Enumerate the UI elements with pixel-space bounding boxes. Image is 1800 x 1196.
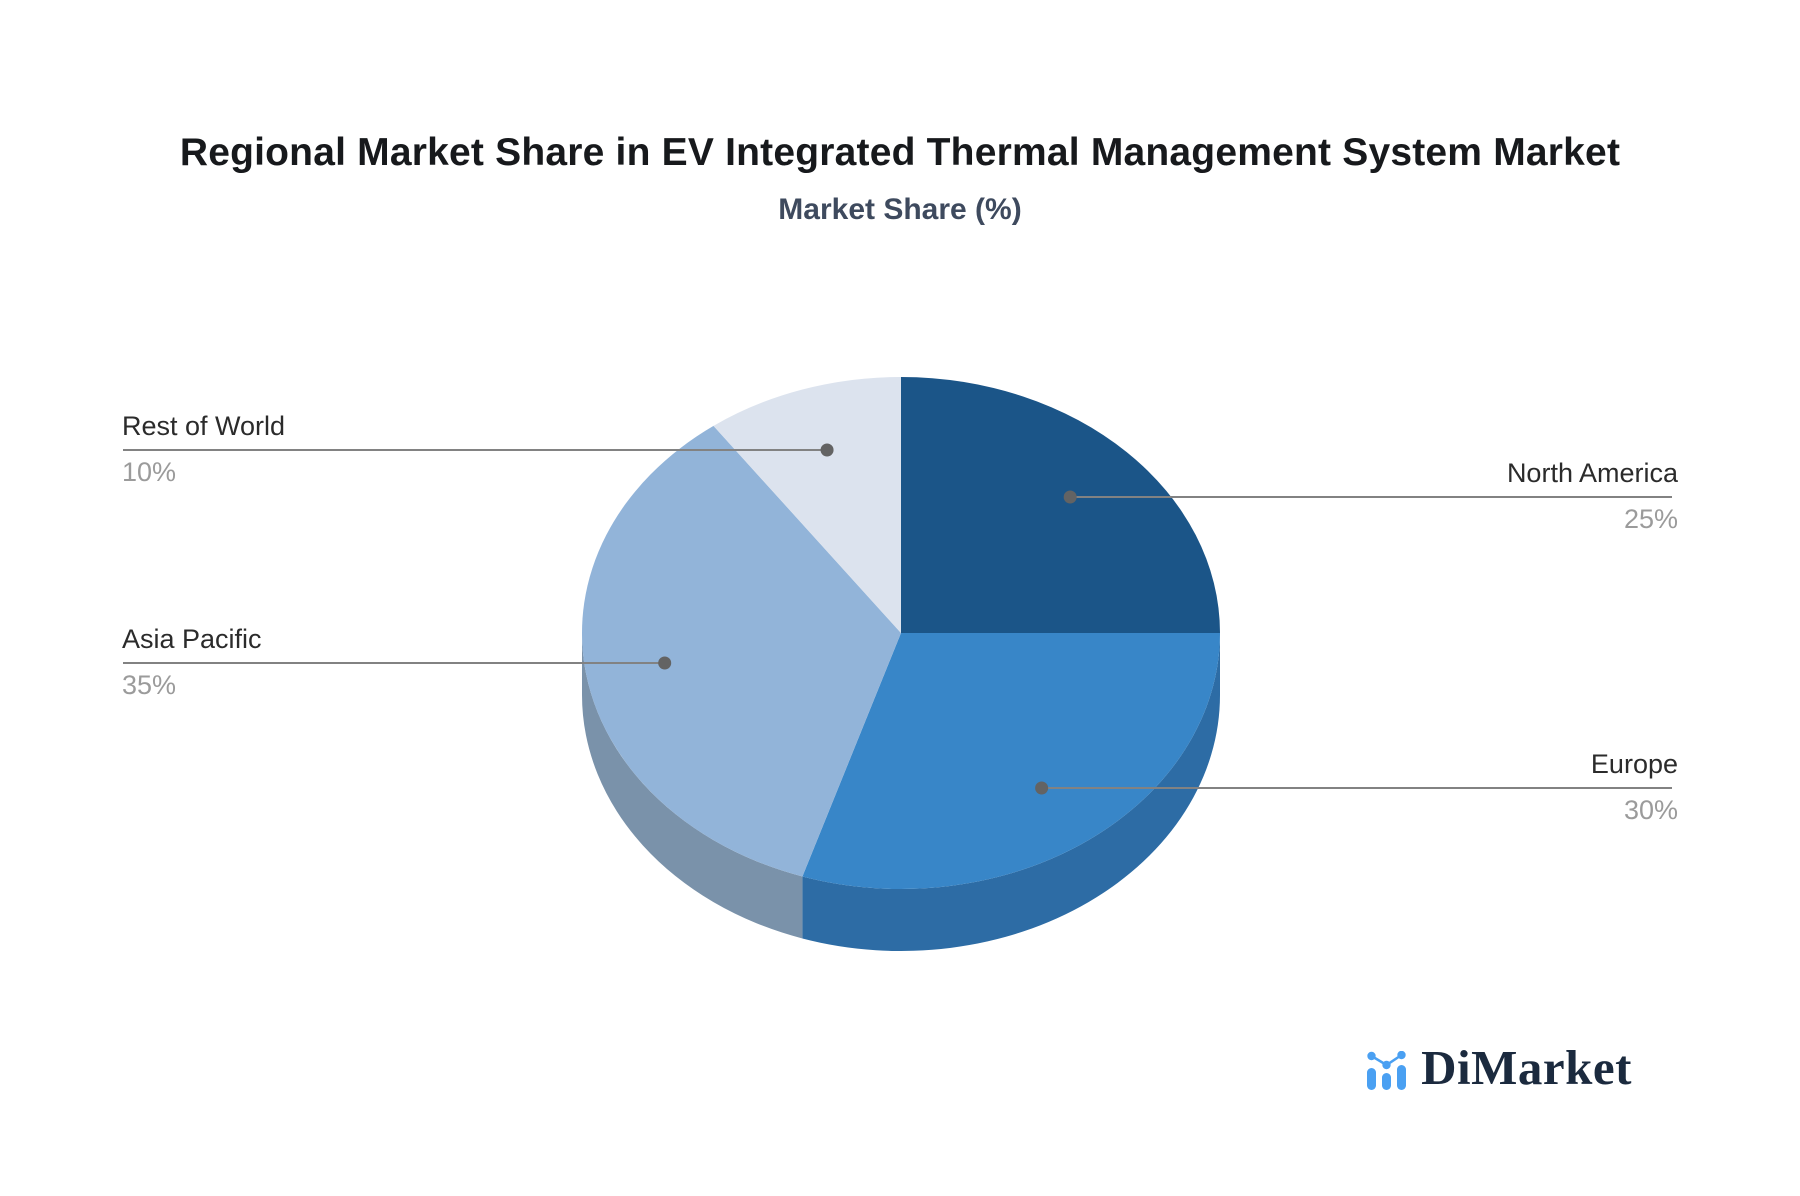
slice-label-name: North America [1506,458,1678,488]
logo-bar [1367,1068,1377,1090]
pie-slice-europe[interactable] [802,633,1220,889]
slice-label-pct: 35% [122,670,177,700]
logo-bar [1382,1073,1392,1090]
slice-label-name: Rest of World [122,411,286,441]
brand-logo: DiMarket [1367,1040,1632,1092]
chart-subtitle: Market Share (%) [778,193,1022,226]
slice-label-europe: Europe 30% [1591,748,1678,826]
bar-line-chart-icon [1367,1051,1407,1090]
slice-label-pct: 25% [1623,504,1678,534]
slice-label-pct: 30% [1623,795,1678,825]
brand-logo-text: DiMarket [1421,1040,1632,1095]
page-title: Regional Market Share in EV Integrated T… [179,131,1621,174]
slice-label-pct: 10% [122,457,177,487]
slice-label-name: Asia Pacific [122,624,262,654]
pie-slice-north-america[interactable] [901,377,1220,633]
pie-slice-side-europe [802,633,1220,951]
logo-bar [1397,1065,1407,1090]
leader-dot-europe [1035,781,1049,795]
logo-dot [1382,1060,1391,1070]
pie-slice-asia-pacific[interactable] [582,425,901,877]
slice-label-rest-of-world: Rest of World 10% [122,410,285,488]
logo-dot [1397,1051,1406,1060]
leader-dot-north-america [1063,490,1077,504]
leader-dot-asia-pacific [658,656,672,670]
slice-label-north-america: North America 25% [1507,457,1678,535]
pie-slice-side-asia-pacific [582,633,803,939]
slice-label-asia-pacific: Asia Pacific 35% [122,623,262,701]
pie-slice-rest-of-world[interactable] [713,377,901,633]
leader-dot-rest-of-world [820,443,834,457]
slice-label-name: Europe [1590,749,1678,779]
logo-dot [1367,1051,1376,1061]
